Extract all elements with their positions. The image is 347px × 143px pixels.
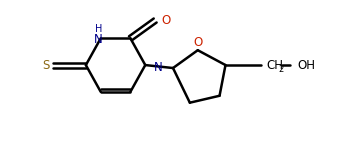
Text: N: N	[94, 33, 103, 46]
Text: OH: OH	[298, 59, 316, 72]
Text: N: N	[154, 60, 163, 74]
Text: CH: CH	[266, 59, 283, 72]
Text: O: O	[161, 14, 170, 27]
Text: S: S	[42, 59, 49, 72]
Text: O: O	[193, 36, 202, 49]
Text: 2: 2	[278, 64, 283, 74]
Text: H: H	[95, 24, 102, 34]
